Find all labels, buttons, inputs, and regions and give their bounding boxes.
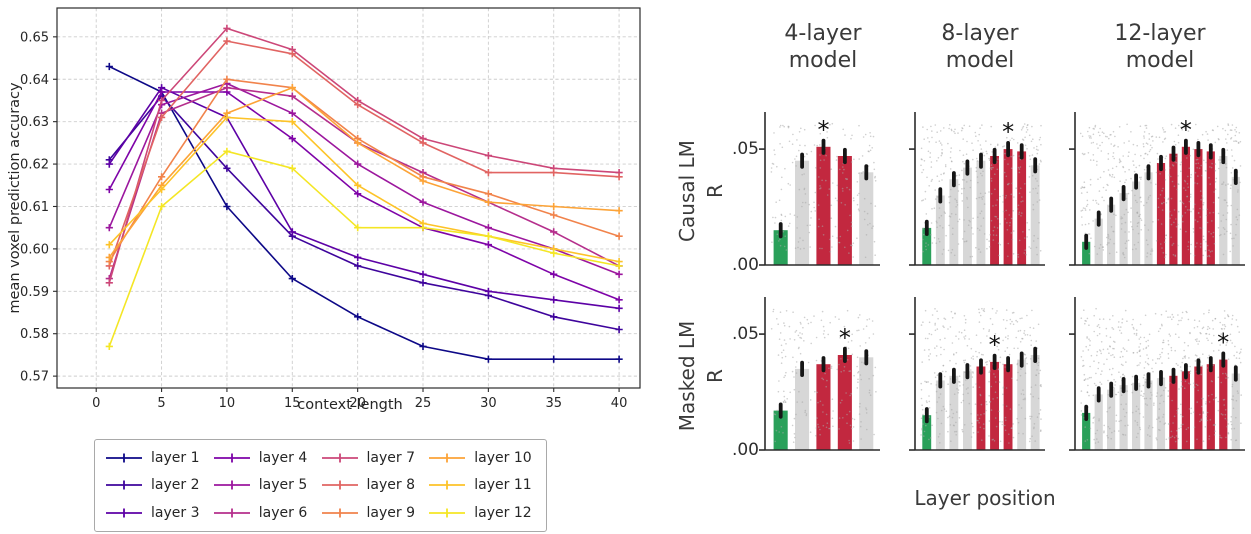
legend-label: layer 3 [151,505,200,522]
legend-item-layer-9: layer 9 [321,505,429,521]
right-chart-xlabel: Layer position [914,486,1056,510]
legend-label: layer 9 [366,505,415,522]
panel-masked-lm-4-layer-model: * [759,297,880,451]
legend-item-layer-12: layer 12 [428,505,536,521]
legend-item-layer-8: layer 8 [321,477,429,493]
legend-line-marker [213,480,250,490]
svg-text:5: 5 [157,396,165,411]
svg-text:0: 0 [92,396,100,411]
ytick-causal-00: .00 [731,255,759,275]
legend-label: layer 11 [474,477,532,494]
svg-text:20: 20 [349,396,366,411]
panel-causal-lm-12-layer-model: * [1069,112,1245,266]
row-label-masked-lm: Masked LM [675,320,699,432]
svg-text:0.60: 0.60 [20,242,49,257]
ytick-causal-05: .05 [731,139,759,159]
legend-item-layer-1: layer 1 [105,450,213,466]
svg-text:35: 35 [545,396,562,411]
left-chart-xlabel: context length [297,397,403,413]
legend-item-layer-4: layer 4 [213,450,321,466]
column-header-8-layer: 8-layer model [941,21,1019,73]
series-layer-6 [105,84,623,283]
legend-label: layer 6 [258,505,308,522]
legend-label: layer 1 [151,449,200,466]
layer-legend: layer 1 layer 2 layer 3 layer 4 layer 5 layer… [94,439,547,532]
ytick-masked-05: .05 [731,324,759,344]
svg-text:0.63: 0.63 [20,115,49,130]
row-ylabel-r-causal: R [703,184,727,198]
significance-star: * [839,324,851,352]
legend-line-marker [429,453,466,463]
legend-item-layer-10: layer 10 [428,450,536,466]
svg-text:25: 25 [415,396,432,411]
svg-text:0.58: 0.58 [20,327,49,342]
voxel-accuracy-line-chart: 0.57 0.58 0.59 0.60 0.61 0.62 0.63 0.64 0.65 0 5 10… [20,7,641,411]
svg-text:15: 15 [284,396,301,411]
significance-star: * [989,331,1001,359]
svg-text:10: 10 [219,396,236,411]
series-layer-5 [105,79,623,278]
svg-text:0.65: 0.65 [20,30,49,45]
series-layer-9 [105,75,623,266]
legend-line-marker [429,508,466,518]
bar-chart-grid: * * * * * * 4-layer model 8-layer model 12-la… [651,0,1251,534]
legend-line-marker [106,480,142,490]
series-layer-2 [105,92,623,334]
panel-masked-lm-8-layer-model: * [909,297,1045,451]
svg-text:0.62: 0.62 [20,158,49,173]
series-layer-10 [105,84,623,261]
panel-causal-lm-8-layer-model: * [909,112,1045,266]
legend-line-marker [321,453,358,463]
legend-line-marker [106,508,142,518]
legend-label: layer 10 [474,449,532,466]
legend-label: layer 5 [258,477,308,494]
legend-item-layer-5: layer 5 [213,477,321,493]
legend-line-marker [213,453,250,463]
legend-item-layer-3: layer 3 [105,505,213,521]
significance-star: * [1217,329,1229,357]
significance-star: * [1180,116,1192,144]
legend-line-marker [213,508,250,518]
svg-text:0.59: 0.59 [20,285,49,300]
series-layer-8 [105,37,623,270]
significance-star: * [1002,118,1014,146]
series-layer-7 [105,24,623,287]
row-label-causal-lm: Causal LM [675,140,699,242]
legend-label: layer 12 [474,505,532,522]
axis-ticks: 0.57 0.58 0.59 0.60 0.61 0.62 0.63 0.64 0.65 0 5 10… [20,30,627,411]
legend-label: layer 8 [366,477,415,494]
column-header-4-layer: 4-layer model [784,21,862,73]
legend-label: layer 4 [258,449,308,466]
svg-text:30: 30 [480,396,497,411]
svg-text:0.64: 0.64 [20,73,49,88]
significance-star: * [818,116,830,144]
column-header-12-layer: 12-layer model [1114,21,1206,73]
legend-item-layer-2: layer 2 [105,477,213,493]
svg-text:0.57: 0.57 [20,370,49,385]
svg-text:0.61: 0.61 [20,200,49,215]
legend-line-marker [321,480,358,490]
legend-label: layer 7 [366,449,415,466]
panel-masked-lm-12-layer-model: * [1069,297,1245,451]
legend-line-marker [429,480,466,490]
legend-line-marker [321,508,358,518]
row-ylabel-r-masked: R [703,369,727,383]
grid-lines [57,8,640,388]
svg-text:40: 40 [611,396,628,411]
legend-label: layer 2 [151,477,200,494]
legend-item-layer-11: layer 11 [428,477,536,493]
layer-position-bar-panels: * * * * * * [759,112,1245,451]
panel-causal-lm-4-layer-model: * [759,112,880,266]
legend-item-layer-7: layer 7 [321,450,429,466]
legend-line-marker [106,453,142,463]
legend-item-layer-6: layer 6 [213,505,321,521]
series-layer-11 [105,113,623,266]
series-layer-12 [105,147,623,350]
left-chart-ylabel: mean voxel prediction accuracy [7,82,23,314]
ytick-masked-00: .00 [731,440,759,460]
